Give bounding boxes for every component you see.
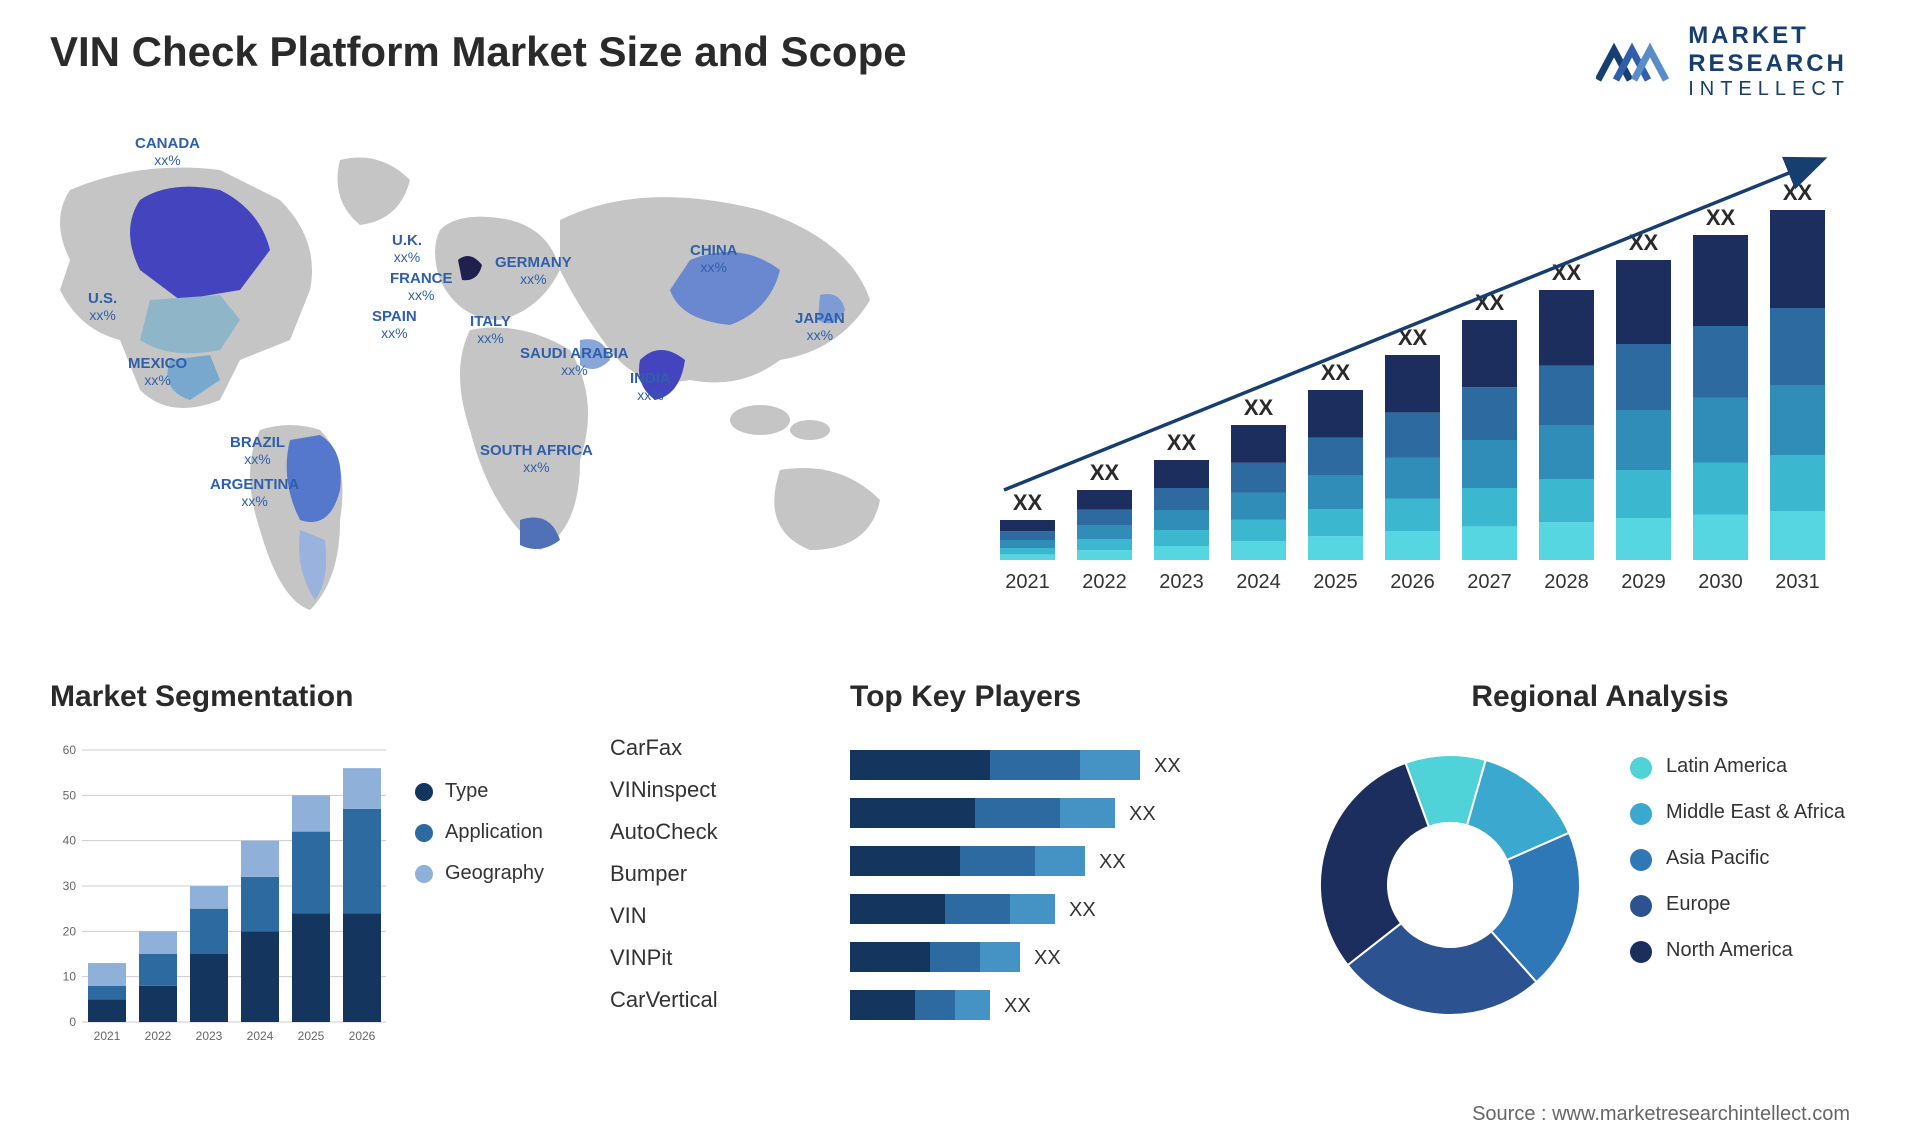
map-country-label: INDIAxx% (630, 370, 671, 405)
page-title: VIN Check Platform Market Size and Scope (50, 28, 907, 76)
segmentation-list-item: Bumper (610, 861, 718, 887)
svg-text:XX: XX (1154, 755, 1181, 777)
regional-legend-item: North America (1630, 939, 1845, 963)
segmentation-panel: Market Segmentation 0 10 20 30 40 50 60 2021 202… (50, 680, 700, 1060)
svg-text:2029: 2029 (1621, 571, 1666, 593)
segmentation-legend: Type Application Geography (415, 780, 544, 903)
regional-legend-item: Europe (1630, 893, 1845, 917)
map-country-label: JAPANxx% (795, 310, 845, 345)
segmentation-list-item: CarFax (610, 735, 718, 761)
segmentation-chart-svg: 0 10 20 30 40 50 60 2021 2022 2023 2024 2025 2026 (50, 740, 390, 1050)
map-country-label: BRAZILxx% (230, 434, 285, 469)
map-country-label: SOUTH AFRICAxx% (480, 442, 593, 477)
svg-text:10: 10 (63, 970, 77, 984)
map-country-label: MEXICOxx% (128, 355, 187, 390)
svg-text:2024: 2024 (247, 1029, 274, 1043)
segmentation-list-item: VINinspect (610, 777, 718, 803)
map-country-label: FRANCExx% (390, 270, 453, 305)
players-chart-svg: XX XX XX XX XX XX (850, 740, 1270, 1040)
regional-donut-svg (1300, 735, 1600, 1035)
map-country-label: SPAINxx% (372, 308, 417, 343)
map-country-label: SAUDI ARABIAxx% (520, 345, 629, 380)
map-country-label: U.S.xx% (88, 290, 117, 325)
regional-legend-item: Asia Pacific (1630, 847, 1845, 871)
svg-text:XX: XX (1706, 205, 1736, 230)
svg-text:XX: XX (1069, 899, 1096, 921)
regional-legend-item: Middle East & Africa (1630, 801, 1845, 825)
segmentation-legend-item: Geography (415, 862, 544, 885)
svg-text:2024: 2024 (1236, 571, 1281, 593)
regional-legend-item: Latin America (1630, 755, 1845, 779)
growth-chart-svg: XX 2021 XX 2022 XX 2023 XX 2024 XX 2025 XX 2026 XX 20… (980, 140, 1860, 610)
segmentation-list-item: VIN (610, 903, 718, 929)
players-title: Top Key Players (850, 680, 1290, 714)
svg-text:XX: XX (1090, 460, 1120, 485)
segmentation-legend-item: Application (415, 821, 544, 844)
regional-legend: Latin America Middle East & Africa Asia Pa… (1630, 755, 1845, 985)
svg-text:2026: 2026 (1390, 571, 1435, 593)
svg-text:XX: XX (1099, 851, 1126, 873)
svg-text:2028: 2028 (1544, 571, 1589, 593)
svg-text:XX: XX (1321, 360, 1351, 385)
segmentation-title: Market Segmentation (50, 680, 700, 714)
segmentation-legend-item: Type (415, 780, 544, 803)
brand-logo: MARKET RESEARCH INTELLECT (1596, 22, 1850, 101)
segmentation-list-item: CarVertical (610, 987, 718, 1013)
svg-text:2025: 2025 (298, 1029, 325, 1043)
svg-text:XX: XX (1167, 430, 1197, 455)
logo-line1: MARKET (1688, 22, 1850, 50)
svg-text:2027: 2027 (1467, 571, 1512, 593)
svg-text:20: 20 (63, 924, 77, 938)
svg-text:XX: XX (1013, 490, 1043, 515)
map-country-label: ARGENTINAxx% (210, 476, 299, 511)
logo-line2: RESEARCH (1688, 50, 1850, 78)
svg-text:2026: 2026 (349, 1029, 376, 1043)
svg-text:XX: XX (1034, 947, 1061, 969)
svg-text:2023: 2023 (196, 1029, 223, 1043)
regional-title: Regional Analysis (1320, 680, 1880, 714)
map-country-label: ITALYxx% (470, 313, 511, 348)
map-country-label: GERMANYxx% (495, 254, 572, 289)
growth-chart: XX 2021 XX 2022 XX 2023 XX 2024 XX 2025 XX 2026 XX 20… (980, 140, 1860, 610)
svg-text:XX: XX (1783, 180, 1813, 205)
svg-text:XX: XX (1244, 395, 1274, 420)
svg-text:0: 0 (69, 1015, 76, 1029)
svg-text:XX: XX (1129, 803, 1156, 825)
segmentation-list: CarFax VINinspect AutoCheck Bumper VIN VINPit… (610, 735, 718, 1029)
svg-text:50: 50 (63, 788, 77, 802)
svg-text:2021: 2021 (94, 1029, 121, 1043)
svg-text:2022: 2022 (145, 1029, 172, 1043)
map-country-label: U.K.xx% (392, 232, 422, 267)
map-country-label: CANADAxx% (135, 135, 200, 170)
svg-text:XX: XX (1629, 230, 1659, 255)
svg-text:2025: 2025 (1313, 571, 1358, 593)
svg-text:XX: XX (1004, 995, 1031, 1017)
svg-text:2023: 2023 (1159, 571, 1204, 593)
players-panel: Top Key Players XX XX XX XX XX XX (770, 680, 1290, 1060)
segmentation-list-item: AutoCheck (610, 819, 718, 845)
segmentation-list-item: VINPit (610, 945, 718, 971)
svg-text:2031: 2031 (1775, 571, 1820, 593)
svg-text:2022: 2022 (1082, 571, 1127, 593)
logo-line3: INTELLECT (1688, 78, 1850, 101)
source-citation: Source : www.marketresearchintellect.com (1472, 1103, 1850, 1126)
svg-text:2030: 2030 (1698, 571, 1743, 593)
svg-text:60: 60 (63, 743, 77, 757)
world-map: CANADAxx% U.S.xx% MEXICOxx% BRAZILxx% ARGENT… (40, 130, 940, 650)
map-country-label: CHINAxx% (690, 242, 738, 277)
logo-chevrons-icon (1596, 32, 1676, 92)
svg-text:40: 40 (63, 834, 77, 848)
world-map-svg (40, 130, 940, 650)
svg-text:30: 30 (63, 879, 77, 893)
regional-panel: Regional Analysis Latin America Middle Ea… (1320, 680, 1880, 1060)
svg-text:2021: 2021 (1005, 571, 1050, 593)
